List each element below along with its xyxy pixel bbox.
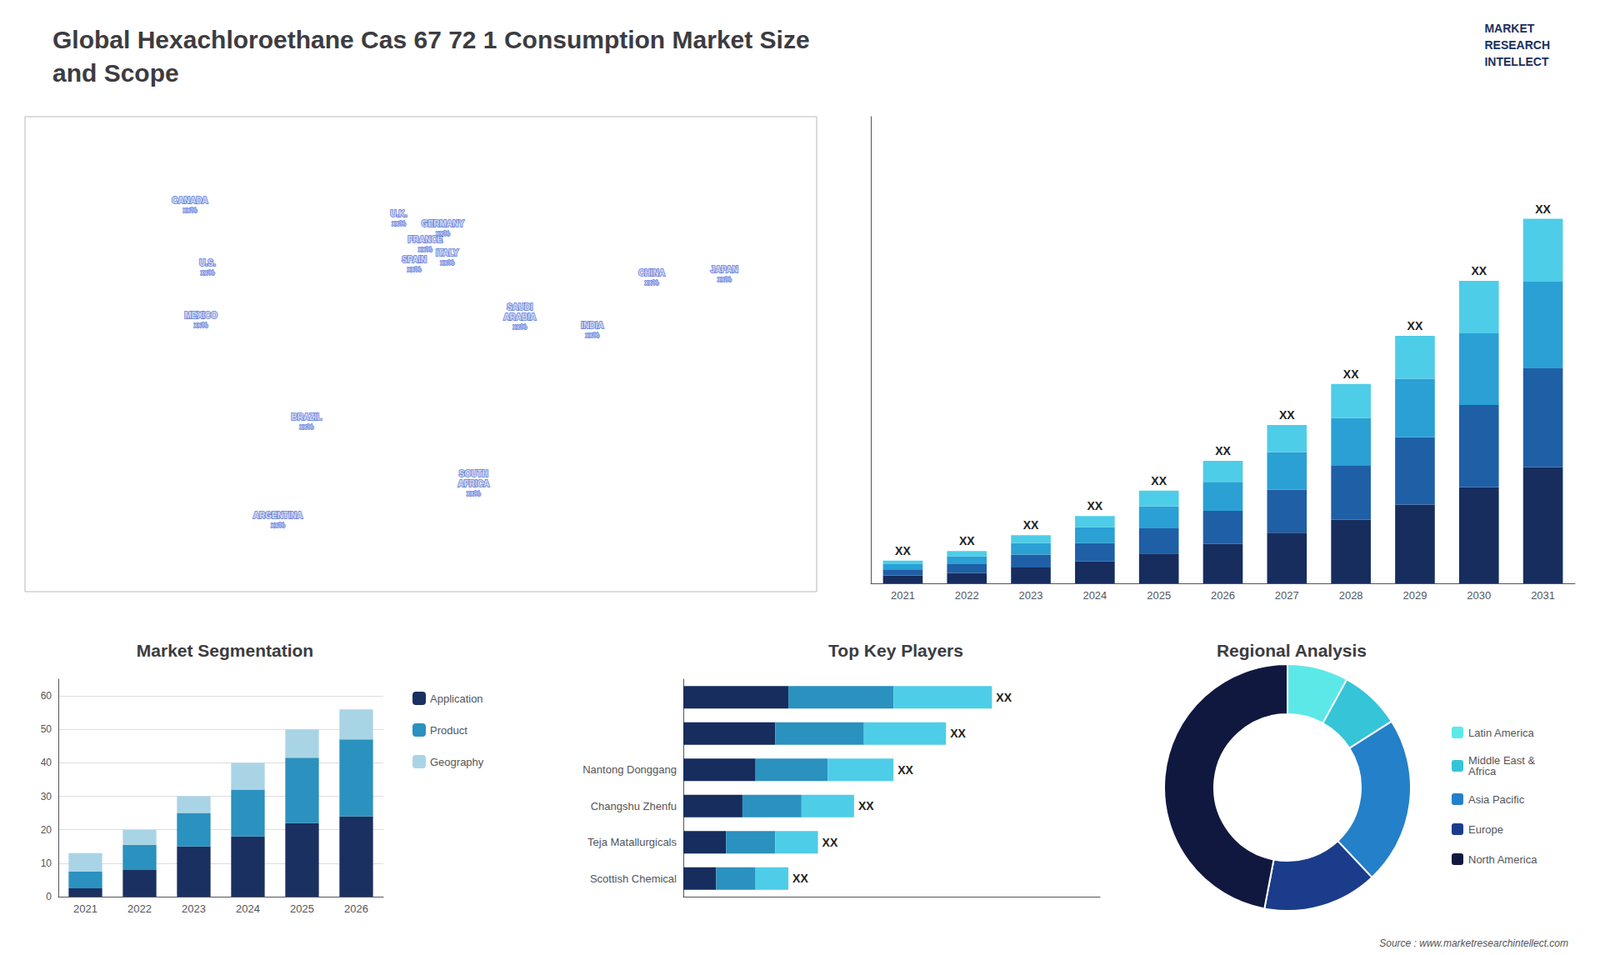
svg-text:xx%: xx%	[200, 268, 215, 277]
svg-text:XX: XX	[895, 544, 911, 558]
svg-text:AFRICA: AFRICA	[457, 479, 490, 489]
svg-text:SPAIN: SPAIN	[401, 255, 427, 265]
svg-text:GERMANY: GERMANY	[421, 219, 465, 229]
svg-text:30: 30	[40, 790, 53, 803]
svg-text:RESEARCH: RESEARCH	[1484, 38, 1550, 52]
svg-text:Top Key Players: Top Key Players	[828, 640, 964, 660]
svg-text:50: 50	[40, 723, 53, 735]
svg-text:xx%: xx%	[391, 219, 406, 228]
svg-text:XX: XX	[1215, 444, 1231, 458]
svg-text:XX: XX	[950, 726, 966, 740]
svg-text:Geography: Geography	[430, 755, 485, 769]
svg-text:xx%: xx%	[418, 245, 433, 254]
svg-text:0: 0	[45, 890, 52, 903]
svg-text:CANADA: CANADA	[171, 195, 208, 205]
svg-text:SOUTH: SOUTH	[459, 469, 489, 479]
svg-text:xx%: xx%	[466, 489, 481, 498]
svg-text:and Scope: and Scope	[52, 59, 180, 87]
svg-text:xx%: xx%	[270, 520, 285, 530]
svg-text:2021: 2021	[73, 902, 98, 915]
svg-text:XX: XX	[897, 763, 914, 777]
svg-text:Europe: Europe	[1468, 823, 1504, 836]
svg-text:2024: 2024	[1082, 589, 1107, 602]
svg-text:2022: 2022	[127, 902, 152, 915]
svg-text:BRAZIL: BRAZIL	[290, 412, 322, 422]
svg-text:XX: XX	[1535, 202, 1551, 216]
svg-text:2024: 2024	[235, 902, 260, 915]
svg-text:XX: XX	[1023, 518, 1040, 532]
svg-text:XX: XX	[959, 534, 975, 548]
svg-text:2023: 2023	[1019, 589, 1044, 602]
svg-text:2021: 2021	[890, 589, 915, 602]
svg-text:xx%: xx%	[299, 422, 314, 431]
svg-text:xx%: xx%	[407, 265, 422, 274]
svg-text:xx%: xx%	[645, 278, 660, 287]
svg-text:2031: 2031	[1530, 589, 1555, 602]
svg-text:Application: Application	[430, 692, 484, 705]
svg-text:xx%: xx%	[194, 320, 209, 330]
svg-text:60: 60	[40, 690, 53, 702]
svg-text:JAPAN: JAPAN	[710, 265, 739, 275]
svg-text:Regional Analysis: Regional Analysis	[1216, 640, 1367, 660]
svg-text:xx%: xx%	[435, 229, 450, 238]
svg-text:XX: XX	[1343, 367, 1360, 381]
svg-text:10: 10	[40, 857, 53, 870]
svg-text:ITALY: ITALY	[435, 248, 460, 258]
svg-text:Teja Matallurgicals: Teja Matallurgicals	[587, 835, 677, 849]
svg-text:2028: 2028	[1339, 589, 1364, 602]
svg-text:2027: 2027	[1275, 589, 1300, 602]
svg-text:Middle East &: Middle East &	[1468, 754, 1536, 767]
svg-text:2026: 2026	[1210, 589, 1235, 602]
svg-text:xx%: xx%	[585, 330, 600, 340]
svg-text:Source : www.marketresearchint: Source : www.marketresearchintellect.com	[1379, 937, 1569, 950]
svg-text:ARABIA: ARABIA	[503, 312, 536, 322]
svg-text:XX: XX	[1407, 319, 1424, 333]
svg-text:Latin America: Latin America	[1468, 726, 1535, 740]
svg-text:xx%: xx%	[440, 258, 455, 267]
svg-text:XX: XX	[858, 799, 875, 813]
svg-text:INDIA: INDIA	[580, 320, 604, 330]
svg-text:2023: 2023	[181, 902, 206, 915]
svg-text:XX: XX	[1087, 499, 1104, 513]
svg-text:XX: XX	[1470, 264, 1487, 278]
svg-text:Asia Pacific: Asia Pacific	[1468, 793, 1525, 806]
svg-text:INTELLECT: INTELLECT	[1484, 55, 1549, 69]
svg-text:XX: XX	[995, 690, 1012, 705]
svg-text:U.K.: U.K.	[390, 209, 408, 219]
svg-text:Global Hexachloroethane Cas 67: Global Hexachloroethane Cas 67 72 1 Cons…	[52, 25, 810, 54]
svg-text:2022: 2022	[955, 589, 980, 602]
svg-text:FRANCE: FRANCE	[407, 235, 443, 245]
svg-text:ARGENTINA: ARGENTINA	[253, 510, 303, 520]
svg-text:Africa: Africa	[1468, 765, 1497, 778]
svg-text:2030: 2030	[1466, 589, 1491, 602]
svg-text:Nantong Donggang: Nantong Donggang	[582, 763, 677, 776]
svg-text:MARKET: MARKET	[1484, 21, 1535, 35]
svg-text:XX: XX	[822, 835, 839, 850]
svg-text:XX: XX	[1279, 408, 1295, 422]
svg-text:U.S.: U.S.	[199, 258, 216, 268]
svg-text:Market Segmentation: Market Segmentation	[136, 640, 314, 660]
svg-text:XX: XX	[1150, 474, 1167, 488]
svg-text:20: 20	[40, 824, 53, 836]
svg-text:Scottish Chemical: Scottish Chemical	[590, 872, 677, 885]
svg-text:Product: Product	[430, 724, 468, 737]
svg-text:40: 40	[40, 756, 53, 769]
svg-text:2029: 2029	[1402, 589, 1427, 602]
svg-text:2026: 2026	[344, 902, 369, 915]
svg-text:2025: 2025	[290, 902, 315, 915]
svg-text:MEXICO: MEXICO	[184, 310, 218, 320]
svg-text:xx%: xx%	[717, 275, 732, 284]
svg-text:xx%: xx%	[512, 322, 527, 331]
svg-text:North America: North America	[1468, 853, 1538, 866]
svg-text:xx%: xx%	[182, 205, 197, 215]
svg-text:Changshu Zhenfu: Changshu Zhenfu	[590, 800, 677, 813]
svg-text:2025: 2025	[1146, 589, 1171, 602]
svg-text:CHINA: CHINA	[638, 268, 665, 278]
svg-text:SAUDI: SAUDI	[506, 302, 533, 312]
svg-text:XX: XX	[792, 871, 809, 885]
